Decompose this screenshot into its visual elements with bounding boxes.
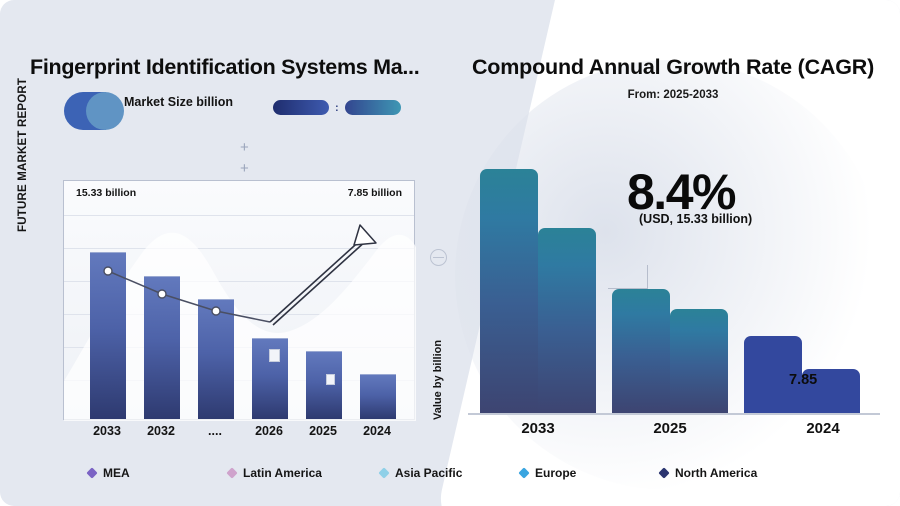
legend-item-europe[interactable]: Europe xyxy=(518,466,577,480)
market-size-label: Market Size billion xyxy=(124,95,234,109)
pill-separator: : xyxy=(335,101,339,114)
cagr-value: 8.4% xyxy=(627,164,736,220)
cagr-usd-note: (USD, 15.33 billion) xyxy=(639,212,753,226)
plus-icon-1: + xyxy=(240,139,249,156)
right-x-label-2025: 2025 xyxy=(653,420,687,437)
legend-label: Asia Pacific xyxy=(395,466,463,480)
bar-2032 xyxy=(144,276,180,419)
left-panel: Fingerprint Identification Systems Ma...… xyxy=(17,55,420,446)
left-chart-y-axis-label: FUTURE MARKET REPORT xyxy=(17,77,29,232)
bar-2024-primary xyxy=(744,336,802,413)
bar-2024-secondary xyxy=(802,369,860,413)
bar-2033-primary xyxy=(480,169,538,413)
gridline xyxy=(64,215,414,216)
bar-2025-secondary xyxy=(670,309,728,413)
right-chart-baseline xyxy=(468,413,880,415)
left-chart-end-value: 7.85 billion xyxy=(347,187,402,199)
cagr-period: From: 2025-2033 xyxy=(627,89,719,101)
page-title: Fingerprint Identification Systems Ma... xyxy=(30,55,420,79)
gridline xyxy=(64,248,414,249)
legend-item-latin-america[interactable]: Latin America xyxy=(226,466,322,480)
legend-marker-icon xyxy=(658,467,670,479)
right-x-label-2033: 2033 xyxy=(521,420,555,437)
chart-legend: MEA Latin America Asia Pacific Europe No… xyxy=(80,466,800,488)
bar-2033-secondary xyxy=(538,228,596,413)
bar-2025-primary xyxy=(612,289,670,413)
decorative-bracket-icon xyxy=(608,265,649,289)
growth-arrow xyxy=(269,224,377,326)
x-label-2026: 2026 xyxy=(255,424,283,438)
badge-right-shape xyxy=(86,92,124,130)
gridline xyxy=(64,281,414,282)
legend-marker-icon xyxy=(378,467,390,479)
pill-primary xyxy=(273,100,329,115)
cagr-title: Compound Annual Growth Rate (CAGR) xyxy=(471,55,875,79)
bar-dots xyxy=(198,299,234,419)
x-label-2024: 2024 xyxy=(363,424,391,438)
right-x-label-2024: 2024 xyxy=(806,420,840,437)
x-label-ellipsis: .... xyxy=(208,424,222,438)
left-chart-x-axis: 2033 2032 .... 2026 2025 2024 xyxy=(63,424,415,446)
bar-2033 xyxy=(90,252,126,419)
bar-2024 xyxy=(360,374,396,419)
minus-circle-icon xyxy=(430,249,447,266)
x-label-2025: 2025 xyxy=(309,424,337,438)
data-label-2024: 7.85 xyxy=(789,372,818,388)
x-label-2033: 2033 xyxy=(93,424,121,438)
left-chart-start-value: 15.33 billion xyxy=(76,187,137,199)
pill-secondary xyxy=(344,100,401,115)
decorative-mark-icon-1 xyxy=(269,349,280,362)
left-chart-plot-area: 15.33 billion 7.85 billion xyxy=(63,180,416,421)
market-size-badge-icon xyxy=(64,92,124,130)
legend-label: Europe xyxy=(535,466,577,480)
right-chart-plot-area xyxy=(468,150,880,413)
gradient-pill-group: : xyxy=(273,100,401,115)
right-panel: Compound Annual Growth Rate (CAGR) From:… xyxy=(452,0,900,506)
legend-marker-icon xyxy=(86,467,98,479)
legend-label: North America xyxy=(675,466,758,480)
right-chart-x-axis: 2033 2025 2024 xyxy=(468,420,880,446)
decorative-mark-icon-2 xyxy=(326,374,335,385)
legend-marker-icon xyxy=(518,467,530,479)
legend-item-asia-pacific[interactable]: Asia Pacific xyxy=(378,466,463,480)
legend-label: Latin America xyxy=(243,466,322,480)
left-chart-trend-line xyxy=(103,224,377,326)
bar-2025 xyxy=(306,351,342,419)
legend-item-north-america[interactable]: North America xyxy=(658,466,758,480)
right-chart-y-axis-label: Value by billion xyxy=(432,339,444,420)
x-label-2032: 2032 xyxy=(147,424,175,438)
legend-label: MEA xyxy=(103,466,130,480)
plus-icon-2: + xyxy=(240,160,249,177)
legend-item-mea[interactable]: MEA xyxy=(86,466,130,480)
legend-marker-icon xyxy=(226,467,238,479)
